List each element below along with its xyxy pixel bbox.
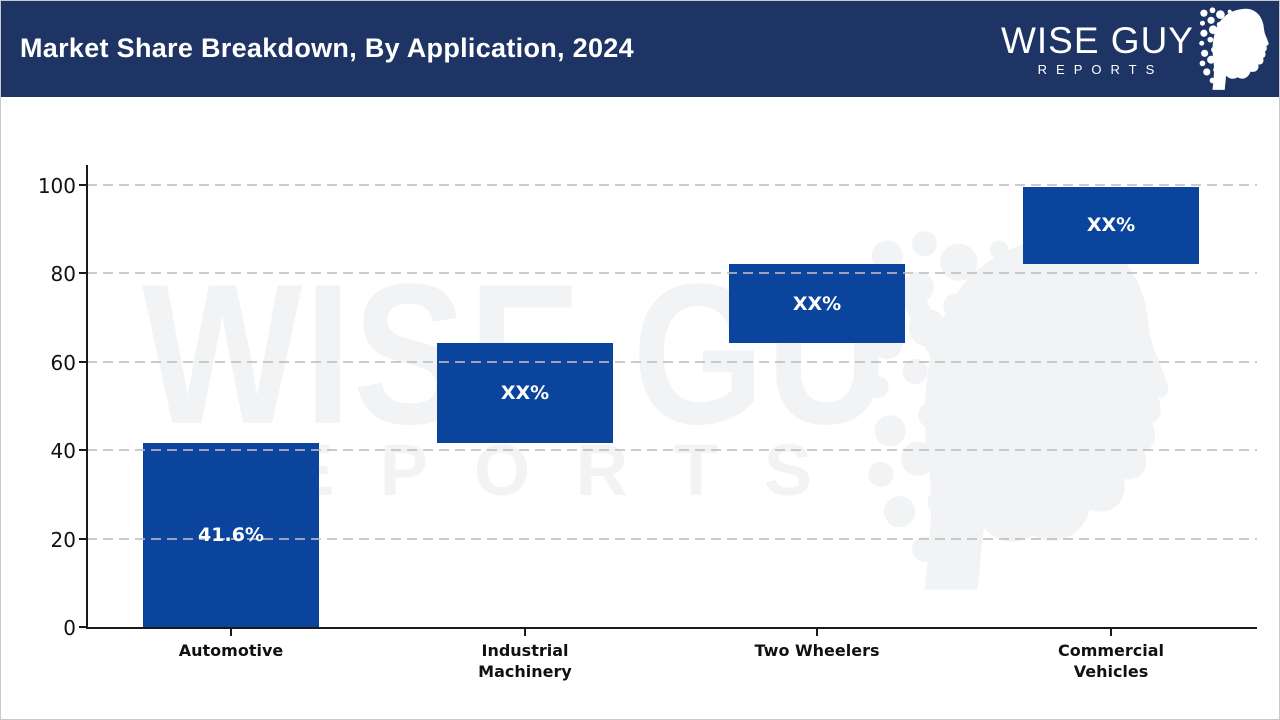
bar-value-label: XX%: [1086, 214, 1136, 237]
gridline-40: [87, 449, 1257, 451]
y-tick: [79, 449, 86, 451]
bar-value-label: XX%: [500, 382, 550, 405]
y-tick-label: 0: [63, 616, 76, 640]
logo-wordmark: WISE GUY: [1000, 19, 1194, 61]
bar-automotive: [143, 442, 319, 627]
bar-value-label: 41.6%: [198, 523, 264, 546]
gridline-20: [87, 537, 1257, 540]
bar-value-label: XX%: [792, 292, 842, 315]
chart-area: WISE GUY REPORTS 41.6% XX% XX% XX% 0 20 40 60 80…: [0, 97, 1280, 720]
wiseguy-face-icon: [1198, 6, 1270, 92]
gridline-80: [87, 272, 1257, 274]
bar-industrial: [437, 343, 613, 443]
gridline-60: [87, 360, 1257, 363]
y-tick: [79, 537, 86, 540]
x-category-label: Two Wheelers: [754, 641, 880, 660]
y-tick-label: 20: [50, 527, 76, 552]
y-tick: [79, 183, 86, 186]
wiseguy-logo: WISE GUY REPORTS: [1001, 0, 1270, 97]
bar-commercial: [1023, 186, 1199, 264]
x-category-label: Commercial Vehicles: [1057, 641, 1165, 682]
page-title: Market Share Breakdown, By Application, …: [20, 33, 634, 63]
logo-subtitle: REPORTS: [1037, 61, 1164, 77]
logo-wordmark-block: WISE GUY REPORTS: [1001, 22, 1194, 76]
x-tick: [816, 629, 818, 636]
x-category-label: Automotive: [178, 641, 284, 660]
y-tick: [79, 272, 86, 274]
x-axis-line: [86, 627, 1257, 629]
y-tick-label: 80: [50, 262, 76, 286]
y-axis-line: [86, 165, 88, 629]
y-tick-label: 100: [37, 173, 76, 198]
x-tick: [524, 629, 526, 636]
watermark-face-icon: [862, 225, 1174, 599]
x-category-label: Industrial Machinery: [478, 641, 572, 682]
y-tick: [79, 360, 86, 363]
y-tick-label: 60: [50, 350, 76, 375]
gridline-100: [87, 183, 1257, 186]
header-bar: Market Share Breakdown, By Application, …: [0, 0, 1280, 97]
y-tick-label: 40: [50, 439, 76, 463]
bar-two-wheelers: [729, 263, 905, 344]
x-tick: [230, 629, 232, 636]
x-tick: [1110, 629, 1112, 636]
y-tick: [79, 626, 86, 628]
